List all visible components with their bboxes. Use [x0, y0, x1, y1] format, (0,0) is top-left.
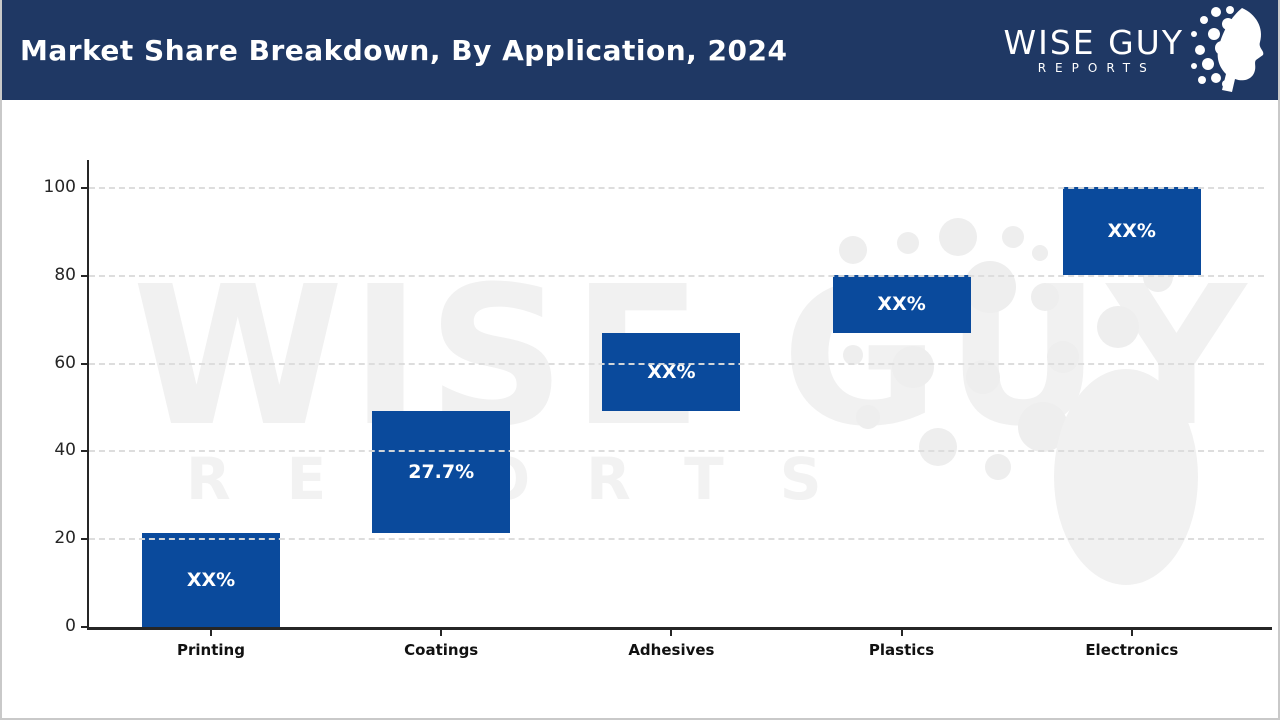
logo-head-icon: [1191, 6, 1264, 92]
y-tick-mark-80: [81, 274, 89, 277]
gridline-60: [89, 362, 1264, 365]
y-tick-label-80: 80: [54, 264, 76, 285]
gridline-80: [89, 274, 1264, 277]
bar-adhesives: XX%: [602, 333, 741, 411]
y-tick-label-0: 0: [65, 616, 76, 636]
y-tick-mark-100: [81, 187, 89, 189]
logo-text: WISE GUY REPORTS: [1003, 26, 1184, 74]
y-tick-label-60: 60: [54, 352, 76, 373]
logo-wordmark: WISE GUY: [1003, 23, 1184, 62]
x-category-label-electronics: Electronics: [1085, 641, 1179, 659]
header-banner: Market Share Breakdown, By Application, …: [0, 0, 1280, 100]
bar-value-label-coatings: 27.7%: [408, 460, 475, 483]
x-axis-line: [87, 627, 1272, 630]
bar-value-label-adhesives: XX%: [647, 361, 696, 384]
y-axis-line: [87, 160, 89, 630]
x-tick-mark-plastics: [900, 629, 903, 636]
gridline-20: [89, 538, 1264, 541]
gridline-100: [89, 187, 1264, 189]
x-tick-mark-electronics: [1130, 629, 1133, 636]
wise-guy-reports-logo: WISE GUY REPORTS: [1003, 4, 1266, 96]
x-category-label-printing: Printing: [177, 641, 245, 659]
x-category-label-coatings: Coatings: [404, 641, 479, 659]
x-tick-mark-coatings: [440, 629, 443, 636]
bar-value-label-printing: XX%: [186, 568, 236, 591]
x-tick-mark-printing: [210, 629, 212, 636]
bar-coatings: 27.7%: [372, 411, 511, 533]
x-tick-mark-adhesives: [670, 629, 673, 636]
bar-electronics: XX%: [1062, 187, 1201, 275]
gridline-40: [89, 450, 1264, 453]
bar-printing: XX%: [142, 532, 280, 627]
y-tick-label-40: 40: [54, 440, 76, 461]
y-tick-mark-40: [81, 450, 89, 453]
chart-title: Market Share Breakdown, By Application, …: [20, 33, 788, 67]
watermark-head-icon: [839, 218, 1198, 585]
bar-value-label-plastics: XX%: [877, 293, 926, 316]
y-tick-label-100: 100: [43, 177, 76, 197]
x-category-label-adhesives: Adhesives: [628, 641, 715, 659]
x-category-label-plastics: Plastics: [868, 641, 935, 659]
y-tick-mark-60: [81, 362, 89, 365]
y-tick-mark-0: [81, 626, 89, 628]
logo-subtext: REPORTS: [1037, 61, 1156, 75]
bar-value-label-electronics: XX%: [1107, 220, 1156, 242]
bar-plastics: XX%: [832, 274, 971, 334]
y-tick-label-20: 20: [54, 528, 76, 549]
y-tick-mark-20: [81, 538, 89, 541]
